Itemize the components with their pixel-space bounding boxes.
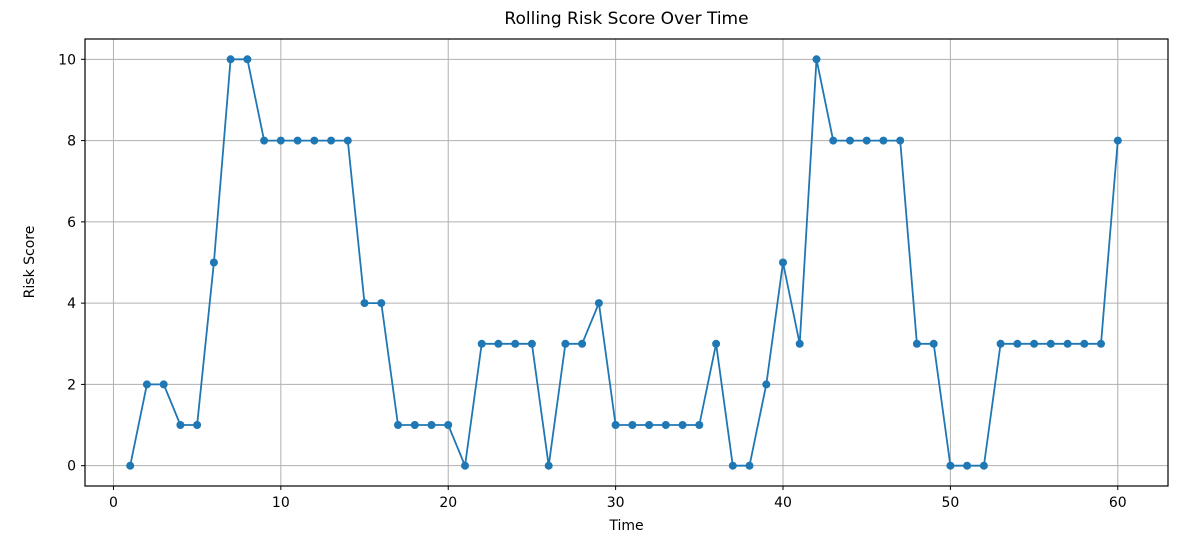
data-point [544, 461, 553, 470]
data-point [628, 421, 637, 429]
data-point [795, 339, 804, 348]
data-point [896, 136, 905, 145]
data-point [561, 339, 570, 348]
data-point [209, 258, 218, 267]
data-point [159, 380, 168, 389]
y-tick-label: 10 [58, 52, 76, 68]
data-point [427, 421, 436, 429]
data-point [996, 339, 1005, 348]
data-point [862, 136, 871, 145]
data-point [611, 421, 620, 429]
data-point [377, 299, 386, 308]
data-point [310, 136, 319, 145]
data-line [129, 58, 1119, 467]
data-point [946, 461, 955, 470]
x-axis-label: Time [609, 518, 644, 534]
data-point [410, 421, 419, 429]
data-point [745, 461, 754, 470]
data-point [394, 421, 402, 429]
data-point [293, 136, 302, 145]
y-tick-label: 4 [67, 296, 76, 312]
data-point [126, 461, 135, 470]
x-tick-label: 30 [607, 495, 625, 511]
data-point [461, 461, 469, 470]
data-point [527, 339, 536, 348]
data-point [327, 136, 336, 145]
x-tick-label: 40 [774, 495, 792, 511]
data-point [494, 339, 503, 348]
data-point [444, 421, 453, 429]
data-point [594, 299, 603, 308]
data-point [511, 339, 520, 348]
data-point [260, 136, 269, 145]
x-tick-label: 60 [1109, 495, 1127, 511]
data-point [477, 339, 486, 348]
axis-spine [84, 38, 1169, 487]
data-point [142, 380, 151, 389]
data-point [979, 461, 988, 470]
data-point [1097, 339, 1105, 348]
x-tick-label: 50 [941, 495, 959, 511]
data-point [728, 461, 737, 470]
y-axis-label-text: Risk Score [22, 225, 38, 299]
x-tick-label: 0 [109, 495, 118, 511]
data-point [1030, 339, 1039, 348]
data-point [1080, 339, 1089, 348]
y-tick-label: 6 [67, 215, 76, 231]
x-tick-label: 20 [439, 495, 457, 511]
data-point [963, 461, 972, 470]
data-point [578, 339, 587, 348]
data-point [1013, 339, 1022, 348]
data-point [1113, 136, 1122, 145]
data-point [1046, 339, 1055, 348]
data-point [762, 380, 771, 389]
data-point [645, 421, 654, 429]
data-point [779, 258, 787, 267]
data-point [829, 136, 838, 145]
data-point [360, 299, 369, 308]
data-point [846, 136, 854, 145]
data-point [343, 136, 352, 145]
data-point [712, 339, 721, 348]
chart-title: Rolling Risk Score Over Time [504, 9, 749, 29]
data-point [193, 421, 202, 429]
x-tick-label: 10 [272, 495, 290, 511]
y-tick-label: 8 [67, 134, 76, 150]
data-point [226, 55, 235, 64]
y-tick-label: 2 [67, 377, 76, 393]
data-point [176, 421, 185, 429]
data-point [1063, 339, 1072, 348]
y-tick-label: 0 [67, 459, 76, 475]
data-point [695, 421, 704, 429]
data-point [929, 339, 938, 348]
data-point [812, 55, 821, 64]
data-point [276, 136, 285, 145]
data-point [678, 421, 687, 429]
data-point [912, 339, 921, 348]
data-point [879, 136, 888, 145]
data-point [243, 55, 252, 64]
data-point [661, 421, 670, 429]
